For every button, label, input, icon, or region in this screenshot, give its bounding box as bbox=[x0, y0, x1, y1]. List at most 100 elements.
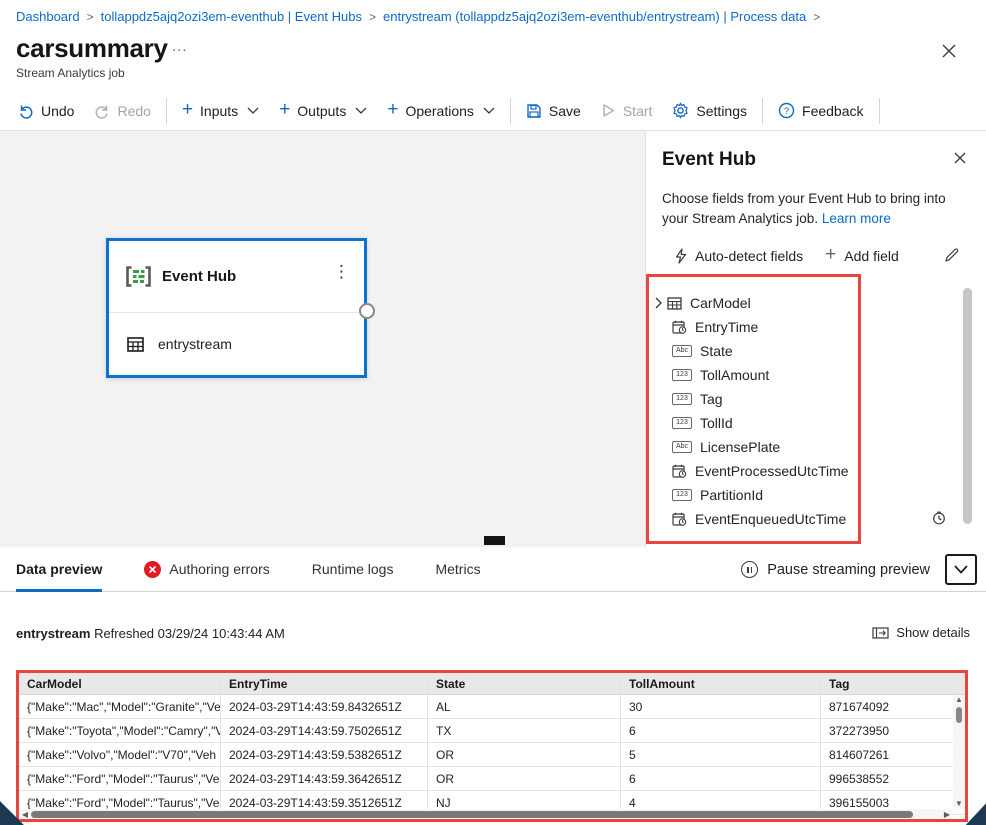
breadcrumb-separator: > bbox=[86, 10, 94, 24]
field-row-tag[interactable]: 123 Tag bbox=[649, 387, 858, 411]
node-kebab-menu-icon[interactable]: ⋮ bbox=[333, 262, 350, 281]
page-title: carsummary bbox=[16, 33, 168, 63]
auto-detect-fields-button[interactable]: Auto-detect fields bbox=[674, 248, 803, 264]
table-row[interactable]: {"Make":"Toyota","Model":"Camry","V 2024… bbox=[19, 719, 965, 743]
table-horizontal-scrollbar[interactable]: ◀ ▶ bbox=[19, 809, 953, 819]
collapse-panel-button[interactable] bbox=[945, 554, 977, 585]
title-more-menu[interactable]: ... bbox=[172, 38, 188, 55]
chevron-down-icon bbox=[483, 107, 495, 114]
toolbar-divider bbox=[762, 97, 764, 124]
table-row[interactable]: {"Make":"Ford","Model":"Taurus","Ve 2024… bbox=[19, 791, 965, 815]
column-header-tollamount[interactable]: TollAmount bbox=[621, 673, 821, 694]
pause-icon bbox=[741, 561, 759, 578]
horizontal-scroll-thumb[interactable] bbox=[31, 810, 913, 818]
add-outputs-button[interactable]: + Outputs bbox=[269, 96, 377, 126]
add-inputs-button[interactable]: + Inputs bbox=[172, 96, 269, 126]
column-header-state[interactable]: State bbox=[428, 673, 621, 694]
event-hub-node-body[interactable]: entrystream bbox=[109, 313, 364, 375]
breadcrumb-separator: > bbox=[813, 10, 821, 24]
number-type-icon: 123 bbox=[672, 393, 692, 405]
column-header-carmodel[interactable]: CarModel bbox=[19, 673, 221, 694]
number-type-icon: 123 bbox=[672, 489, 692, 501]
field-row-state[interactable]: Abc State bbox=[649, 339, 858, 363]
field-row-entrytime[interactable]: EntryTime bbox=[649, 315, 858, 339]
scroll-down-icon[interactable]: ▼ bbox=[955, 799, 963, 808]
page-subtitle: Stream Analytics job bbox=[16, 66, 125, 80]
event-hub-node[interactable]: Event Hub ⋮ entrystream bbox=[106, 238, 375, 378]
preview-refreshed: Refreshed 03/29/24 10:43:44 AM bbox=[94, 626, 285, 641]
field-row-carmodel[interactable]: CarModel bbox=[649, 291, 858, 315]
field-row-tollamount[interactable]: 123 TollAmount bbox=[649, 363, 858, 387]
tab-bar: Data preview Authoring errors Runtime lo… bbox=[0, 547, 986, 592]
string-type-icon: Abc bbox=[672, 345, 692, 357]
tab-metrics[interactable]: Metrics bbox=[435, 561, 481, 577]
error-icon bbox=[144, 560, 162, 578]
edit-fields-pencil-icon[interactable] bbox=[944, 247, 960, 263]
chevron-down-icon bbox=[954, 565, 968, 574]
datetime-type-icon bbox=[672, 464, 687, 478]
column-header-entrytime[interactable]: EntryTime bbox=[221, 673, 428, 694]
node-output-connector[interactable] bbox=[359, 303, 375, 319]
add-operations-button[interactable]: + Operations bbox=[377, 96, 505, 126]
field-row-eventenqueuedutctime[interactable]: EventEnqueuedUtcTime bbox=[649, 507, 858, 531]
table-icon bbox=[127, 336, 144, 352]
redo-button[interactable]: Redo bbox=[84, 96, 160, 126]
plus-icon: + bbox=[181, 99, 194, 120]
settings-button[interactable]: Settings bbox=[662, 96, 757, 126]
panel-close-icon[interactable] bbox=[951, 149, 969, 167]
scroll-left-icon[interactable]: ◀ bbox=[21, 809, 29, 819]
pause-streaming-preview-button[interactable]: Pause streaming preview bbox=[741, 547, 930, 592]
node-stream-name: entrystream bbox=[158, 336, 232, 352]
learn-more-link[interactable]: Learn more bbox=[821, 210, 891, 226]
timestamp-clock-icon bbox=[932, 511, 946, 525]
feedback-button[interactable]: ? Feedback bbox=[768, 96, 873, 126]
vertical-scroll-thumb[interactable] bbox=[956, 707, 962, 723]
save-icon bbox=[526, 103, 542, 119]
save-button[interactable]: Save bbox=[516, 96, 591, 126]
chevron-right-icon[interactable] bbox=[654, 297, 663, 309]
record-type-icon bbox=[667, 296, 682, 310]
start-button[interactable]: Start bbox=[591, 96, 663, 126]
show-details-button[interactable]: Show details bbox=[872, 625, 970, 640]
field-row-partitionid[interactable]: 123 PartitionId bbox=[649, 483, 858, 507]
close-page-icon[interactable] bbox=[938, 40, 960, 62]
panel-scrollbar[interactable] bbox=[963, 288, 972, 524]
toolbar: Undo Redo + Inputs + Outputs + Operation… bbox=[8, 92, 885, 129]
scroll-up-icon[interactable]: ▲ bbox=[955, 695, 963, 704]
breadcrumb-dashboard[interactable]: Dashboard bbox=[16, 9, 80, 24]
tab-runtime-logs[interactable]: Runtime logs bbox=[311, 561, 394, 577]
lightning-icon bbox=[674, 247, 687, 264]
breadcrumb-separator: > bbox=[369, 10, 377, 24]
add-field-button[interactable]: + Add field bbox=[825, 244, 899, 265]
field-row-tollid[interactable]: 123 TollId bbox=[649, 411, 858, 435]
panel-title: Event Hub bbox=[662, 149, 756, 170]
fields-list-highlight-box: CarModel EntryTime Abc State 123 TollAmo… bbox=[646, 274, 861, 544]
chevron-down-icon bbox=[355, 107, 367, 114]
preview-info: entrystream Refreshed 03/29/24 10:43:44 … bbox=[16, 626, 285, 641]
scroll-right-icon[interactable]: ▶ bbox=[943, 809, 951, 819]
field-row-eventprocessedutctime[interactable]: EventProcessedUtcTime bbox=[649, 459, 858, 483]
diagram-canvas[interactable]: Event Hub ⋮ entrystream Event Hub Choose… bbox=[0, 130, 986, 548]
undo-button[interactable]: Undo bbox=[8, 96, 84, 126]
tab-data-preview[interactable]: Data preview bbox=[16, 547, 103, 592]
breadcrumb-eventhub-namespace[interactable]: tollappdz5ajq2ozi3em-eventhub | Event Hu… bbox=[100, 9, 363, 24]
node-title: Event Hub bbox=[162, 268, 237, 285]
plus-icon: + bbox=[279, 99, 291, 120]
panel-actions: Auto-detect fields + Add field bbox=[674, 244, 899, 265]
data-preview-table: CarModel EntryTime State TollAmount Tag … bbox=[16, 670, 968, 822]
start-icon bbox=[601, 103, 616, 118]
column-header-tag[interactable]: Tag bbox=[829, 676, 850, 691]
table-row[interactable]: {"Make":"Mac","Model":"Granite","Ve 2024… bbox=[19, 695, 965, 719]
field-row-licenseplate[interactable]: Abc LicensePlate bbox=[649, 435, 858, 459]
details-panel-icon bbox=[872, 626, 889, 639]
tab-authoring-errors[interactable]: Authoring errors bbox=[144, 547, 270, 592]
table-row[interactable]: {"Make":"Volvo","Model":"V70","Veh 2024-… bbox=[19, 743, 965, 767]
table-header-row: CarModel EntryTime State TollAmount Tag bbox=[19, 673, 965, 695]
table-vertical-scrollbar[interactable]: ▲ ▼ bbox=[953, 695, 965, 809]
bottom-panel: Data preview Authoring errors Runtime lo… bbox=[0, 547, 986, 825]
number-type-icon: 123 bbox=[672, 417, 692, 429]
table-row[interactable]: {"Make":"Ford","Model":"Taurus","Ve 2024… bbox=[19, 767, 965, 791]
breadcrumb-entrystream[interactable]: entrystream (tollappdz5ajq2ozi3em-eventh… bbox=[383, 9, 807, 24]
panel-resize-handle[interactable] bbox=[484, 536, 505, 545]
breadcrumb: Dashboard > tollappdz5ajq2ozi3em-eventhub … bbox=[16, 9, 827, 24]
